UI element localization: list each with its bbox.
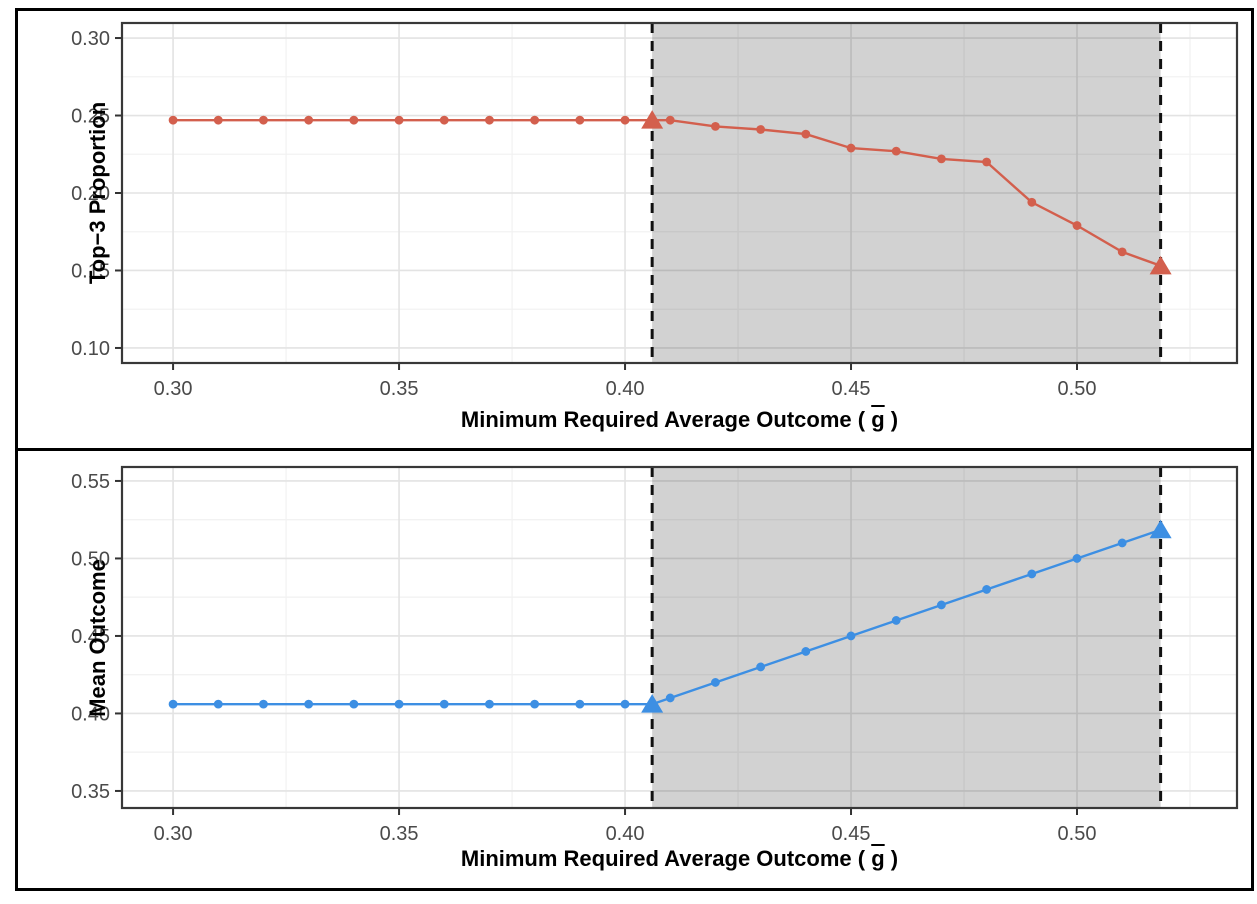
data-point xyxy=(801,129,811,139)
data-point xyxy=(168,115,178,125)
y-tick-label: 0.55 xyxy=(71,471,110,493)
y-tick-label: 0.20 xyxy=(71,183,110,205)
x-tick-label: 0.40 xyxy=(606,378,645,400)
data-point xyxy=(846,631,856,641)
data-point xyxy=(846,143,856,153)
data-point xyxy=(575,699,585,709)
data-point xyxy=(982,585,992,594)
data-point xyxy=(304,699,314,709)
triangle-endpoint-marker xyxy=(641,694,664,713)
y-tick-label: 0.30 xyxy=(71,28,110,50)
panel-background xyxy=(122,467,1237,808)
x-tick-label: 0.40 xyxy=(606,823,645,845)
x-axis-title-suffix: ) xyxy=(884,407,899,432)
y-tick-label: 0.45 xyxy=(71,626,110,648)
x-axis-title-top-panel: Minimum Required Average Outcome ( g ) xyxy=(122,407,1237,433)
y-tick-label: 0.40 xyxy=(71,703,110,725)
data-point xyxy=(213,115,223,125)
shaded-feasible-region xyxy=(652,467,1161,808)
data-point xyxy=(394,699,404,709)
x-tick-label: 0.35 xyxy=(380,823,419,845)
y-tick-label: 0.15 xyxy=(71,260,110,282)
data-point xyxy=(665,115,675,125)
data-point xyxy=(711,121,720,131)
data-point xyxy=(1117,538,1127,548)
triangle-endpoint-marker xyxy=(641,110,664,129)
data-point xyxy=(439,699,449,709)
top3-proportion-chart: 0.30 0.35 0.40 0.45 0.50 0.10 0.15 0.20 0.25 0.30… xyxy=(18,11,1251,451)
x-axis-title-bottom-panel: Minimum Required Average Outcome ( g ) xyxy=(122,846,1237,872)
x-tick-label: 0.45 xyxy=(832,378,871,400)
triangle-endpoint-marker xyxy=(1149,519,1172,539)
data-point xyxy=(620,699,630,709)
y-tick-label: 0.25 xyxy=(71,106,110,128)
data-point xyxy=(485,699,494,709)
data-point xyxy=(1072,554,1082,563)
y-tick-label: 0.10 xyxy=(71,338,110,360)
x-tick-label: 0.30 xyxy=(154,823,193,845)
data-point xyxy=(304,115,314,125)
data-point xyxy=(801,647,811,656)
g-bar-symbol: g xyxy=(871,407,885,432)
data-point xyxy=(937,600,946,610)
data-point xyxy=(439,115,449,125)
data-point xyxy=(1027,569,1037,579)
figure-frame: 0.30 0.35 0.40 0.45 0.50 0.10 0.15 0.20 0.25 0.30… xyxy=(15,8,1254,891)
data-point xyxy=(213,699,223,709)
data-point xyxy=(530,115,540,125)
panel-border xyxy=(120,465,1239,810)
y-axis-title-mean-outcome: Mean Outcome xyxy=(85,559,110,717)
y-tick-label: 0.50 xyxy=(71,548,110,570)
data-point xyxy=(756,662,766,672)
mean-outcome-chart: 0.30 0.35 0.40 0.45 0.50 0.35 0.40 0.45 0.50 0.55… xyxy=(18,451,1251,888)
data-point xyxy=(1027,197,1037,207)
data-point xyxy=(1117,247,1127,257)
g-bar-symbol: g xyxy=(871,846,885,871)
x-tick-label: 0.50 xyxy=(1058,378,1097,400)
panel-border xyxy=(120,21,1239,365)
data-point xyxy=(575,115,585,125)
mean-outcome-plot-area: 0.30 0.35 0.40 0.45 0.50 0.35 0.40 0.45 0.50 0.55 xyxy=(71,465,1239,845)
data-point xyxy=(259,115,268,125)
top3-proportion-plot-area: 0.30 0.35 0.40 0.45 0.50 0.10 0.15 0.20 0.25 0.30 xyxy=(71,21,1239,400)
data-point xyxy=(1072,221,1082,230)
shaded-feasible-region xyxy=(652,23,1161,363)
y-tick-label: 0.35 xyxy=(71,781,110,803)
x-axis-title-suffix: ) xyxy=(884,846,899,871)
x-tick-label: 0.50 xyxy=(1058,823,1097,845)
data-point xyxy=(394,115,404,125)
x-axis-title-prefix: Minimum Required Average Outcome ( xyxy=(460,407,872,432)
data-point xyxy=(620,115,630,125)
x-tick-label: 0.35 xyxy=(380,378,419,400)
data-point xyxy=(259,699,268,709)
x-tick-label: 0.45 xyxy=(832,823,871,845)
series-line xyxy=(173,528,1161,706)
triangle-endpoint-marker xyxy=(1149,255,1172,275)
data-point xyxy=(891,146,901,156)
data-point xyxy=(756,125,766,134)
data-point xyxy=(711,678,720,687)
data-point xyxy=(530,699,540,709)
data-point xyxy=(168,699,178,709)
data-point xyxy=(937,154,946,164)
data-point xyxy=(349,115,359,125)
x-tick-label: 0.30 xyxy=(154,378,193,400)
series-line xyxy=(173,118,1162,267)
data-point xyxy=(982,157,992,167)
data-point xyxy=(349,699,359,709)
data-point xyxy=(891,616,901,625)
data-point xyxy=(665,693,675,703)
data-point xyxy=(485,115,494,125)
x-axis-title-prefix: Minimum Required Average Outcome ( xyxy=(460,846,872,871)
y-axis-title-top3-proportion: Top−3 Proportion xyxy=(85,101,110,285)
